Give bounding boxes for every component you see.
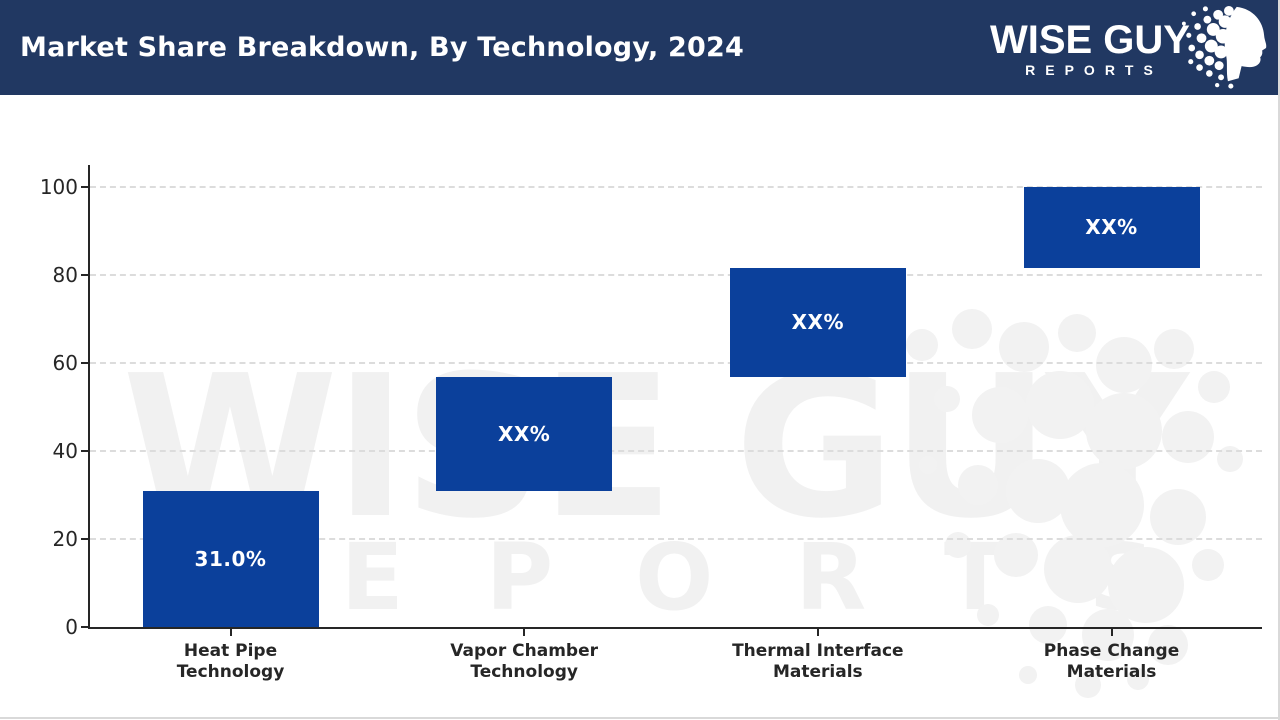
gridline-y40 xyxy=(90,450,1262,452)
y-axis-tick-mark xyxy=(81,538,88,540)
x-axis-spine xyxy=(88,627,1262,629)
bar-value-label: XX% xyxy=(1085,215,1138,240)
x-axis-category-line: Technology xyxy=(176,662,285,682)
brand-logo: WISE GUY REPORTS xyxy=(990,4,1268,92)
x-axis-category-label: Heat Pipe Technology xyxy=(101,641,361,683)
y-axis-tick-mark xyxy=(81,626,88,628)
x-axis-category-label: Phase Change Materials xyxy=(982,641,1242,683)
x-axis-tick-mark xyxy=(523,629,526,636)
header-bar: Market Share Breakdown, By Technology, 2… xyxy=(0,0,1280,95)
x-axis-category-label: Thermal Interface Materials xyxy=(688,641,948,683)
logo-subtext: REPORTS xyxy=(1025,62,1163,78)
y-axis-tick-mark xyxy=(81,450,88,452)
x-axis-tick-mark xyxy=(816,629,819,636)
x-axis-tick-mark xyxy=(229,629,232,636)
bar-value-label: XX% xyxy=(497,421,551,446)
x-axis-category-line: Technology xyxy=(470,662,578,682)
gridline-y60 xyxy=(90,362,1262,364)
y-axis-tick-label: 100 xyxy=(39,175,78,199)
x-axis-category-label: Vapor Chamber Technology xyxy=(394,641,654,683)
bar-value-label: XX% xyxy=(791,310,845,335)
y-axis-tick-label: 60 xyxy=(52,351,78,375)
chart-area: WISE GUY REPORTS 0 20 40 60 80 100 31.0 xyxy=(0,95,1280,720)
chart-title: Market Share Breakdown, By Technology, 2… xyxy=(20,32,745,63)
page-bottom-border xyxy=(0,717,1280,719)
x-axis-category-line: Heat Pipe xyxy=(183,641,278,661)
bar-4: XX% xyxy=(1023,187,1200,268)
logo-wordmark: WISE GUY xyxy=(989,18,1190,62)
gridline-y20 xyxy=(90,538,1262,540)
x-axis-tick-mark xyxy=(1110,629,1113,636)
gridline-y100 xyxy=(90,186,1262,188)
y-axis-tick-mark xyxy=(81,186,88,188)
x-axis-category-line: Phase Change xyxy=(1043,641,1180,661)
bar-1: 31.0% xyxy=(142,490,319,627)
x-axis-category-line: Materials xyxy=(772,662,863,682)
y-axis-tick-label: 40 xyxy=(52,439,78,463)
page-right-border xyxy=(1278,0,1280,720)
logo-text: WISE GUY REPORTS xyxy=(990,18,1190,78)
x-axis-category-line: Materials xyxy=(1066,662,1157,682)
y-axis-tick-label: 80 xyxy=(52,263,78,287)
gridline-y80 xyxy=(90,274,1262,276)
logo-head-icon xyxy=(1181,5,1267,89)
x-axis-category-line: Vapor Chamber xyxy=(450,641,598,661)
y-axis-tick-mark xyxy=(81,274,88,276)
y-axis-spine xyxy=(88,165,90,629)
y-axis-tick-label: 0 xyxy=(65,615,78,639)
bar-3: XX% xyxy=(729,267,906,377)
x-axis-category-line: Thermal Interface xyxy=(732,641,904,661)
bar-value-label: 31.0% xyxy=(194,546,267,571)
bar-2: XX% xyxy=(436,376,613,491)
y-axis-tick-mark xyxy=(81,362,88,364)
y-axis-tick-label: 20 xyxy=(52,527,78,551)
